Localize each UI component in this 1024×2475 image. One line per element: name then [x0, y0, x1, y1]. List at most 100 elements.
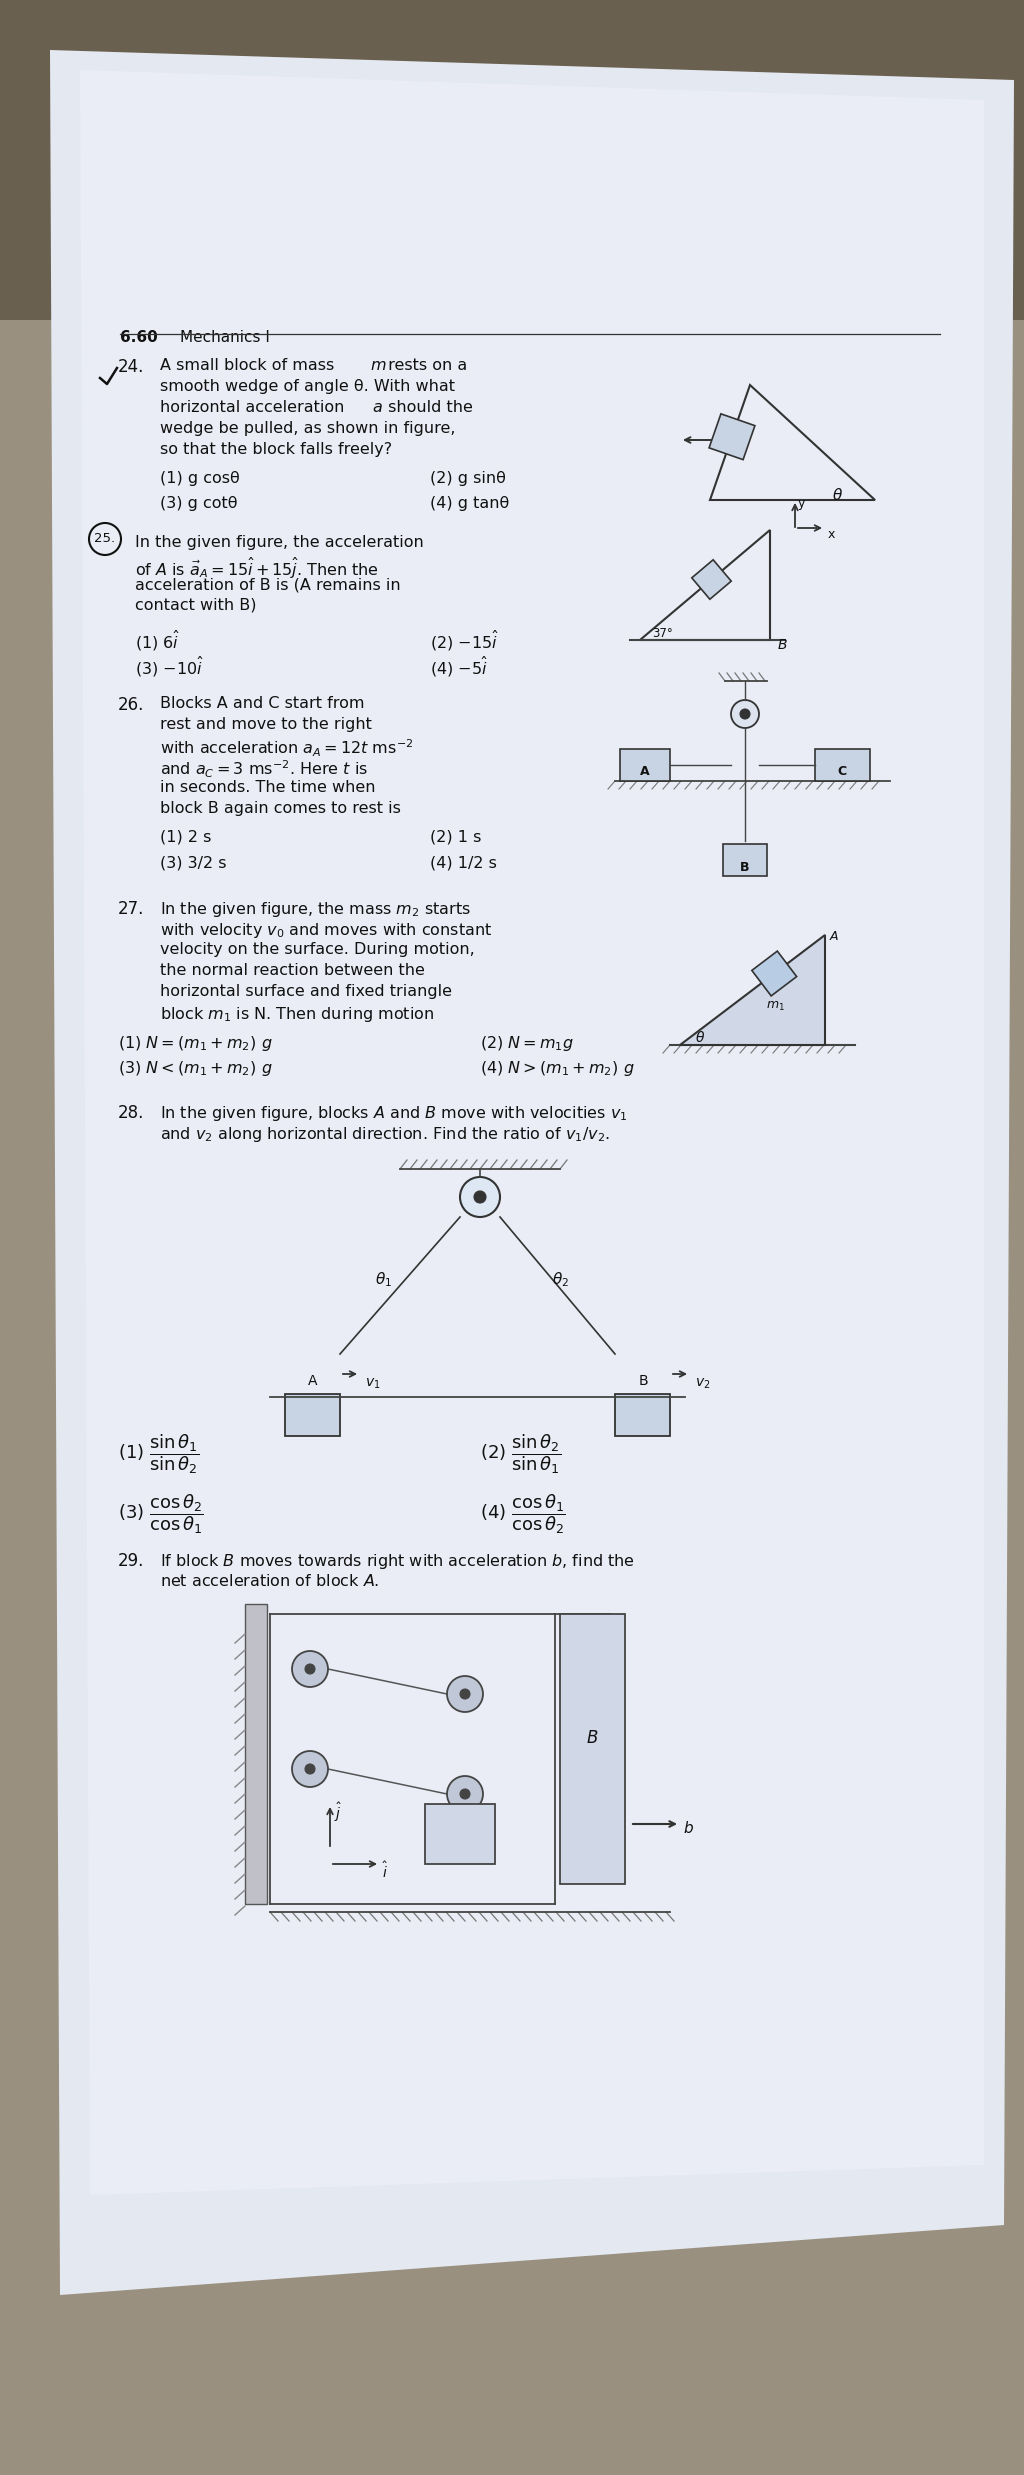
- Text: should the: should the: [383, 401, 473, 416]
- Bar: [0, 0, 1024, 319]
- Text: (4) 1/2 s: (4) 1/2 s: [430, 854, 497, 871]
- Text: $m_1$: $m_1$: [766, 1000, 784, 1012]
- Text: and $v_2$ along horizontal direction. Find the ratio of $v_1/v_2$.: and $v_2$ along horizontal direction. Fi…: [160, 1126, 610, 1143]
- Text: of $A$ is $\vec{a}_A = 15\hat{i}+15\hat{j}$. Then the: of $A$ is $\vec{a}_A = 15\hat{i}+15\hat{…: [135, 557, 379, 582]
- Text: $\theta_2$: $\theta_2$: [552, 1270, 569, 1289]
- Text: 6.60: 6.60: [120, 329, 158, 344]
- Text: (4) $\dfrac{\cos\theta_1}{\cos\theta_2}$: (4) $\dfrac{\cos\theta_1}{\cos\theta_2}$: [480, 1492, 566, 1534]
- Text: horizontal acceleration: horizontal acceleration: [160, 401, 349, 416]
- Text: 24.: 24.: [118, 359, 144, 376]
- Text: (3) $-10\hat{i}$: (3) $-10\hat{i}$: [135, 656, 204, 678]
- Text: $\hat{j}$: $\hat{j}$: [334, 1802, 342, 1824]
- Text: (3) $N < (m_1 + m_2)\ g$: (3) $N < (m_1 + m_2)\ g$: [118, 1059, 272, 1079]
- Text: A: A: [830, 931, 839, 943]
- Bar: [615, 1393, 670, 1436]
- Circle shape: [731, 700, 759, 728]
- Polygon shape: [50, 50, 1014, 2294]
- Text: (1) g cosθ: (1) g cosθ: [160, 470, 240, 485]
- Text: A: A: [640, 765, 650, 777]
- Circle shape: [305, 1663, 315, 1673]
- Text: (1) $N = (m_1 + m_2)\ g$: (1) $N = (m_1 + m_2)\ g$: [118, 1035, 272, 1052]
- Text: a: a: [713, 428, 721, 443]
- Text: net acceleration of block $A$.: net acceleration of block $A$.: [160, 1574, 379, 1589]
- Text: rest and move to the right: rest and move to the right: [160, 718, 372, 733]
- Text: $v_1$: $v_1$: [365, 1376, 381, 1391]
- Text: velocity on the surface. During motion,: velocity on the surface. During motion,: [160, 943, 475, 958]
- Bar: [620, 750, 670, 782]
- Text: with velocity $v_0$ and moves with constant: with velocity $v_0$ and moves with const…: [160, 921, 493, 941]
- Text: 25.: 25.: [94, 532, 116, 544]
- Circle shape: [447, 1676, 483, 1713]
- Text: (3) $\dfrac{\cos\theta_2}{\cos\theta_1}$: (3) $\dfrac{\cos\theta_2}{\cos\theta_1}$: [118, 1492, 204, 1534]
- Text: θ: θ: [696, 1032, 705, 1044]
- Text: a: a: [372, 401, 382, 416]
- Text: B: B: [587, 1730, 598, 1747]
- Text: b: b: [683, 1822, 692, 1836]
- Text: 26.: 26.: [118, 695, 144, 713]
- Text: B: B: [740, 861, 750, 874]
- Text: (3) g cotθ: (3) g cotθ: [160, 495, 238, 510]
- Text: A small block of mass: A small block of mass: [160, 359, 339, 374]
- Polygon shape: [752, 950, 797, 995]
- Polygon shape: [680, 936, 825, 1044]
- Text: (2) $-15\hat{i}$: (2) $-15\hat{i}$: [430, 629, 499, 653]
- Bar: [285, 1393, 340, 1436]
- Text: horizontal surface and fixed triangle: horizontal surface and fixed triangle: [160, 985, 452, 1000]
- Text: $\hat{i}$: $\hat{i}$: [382, 1861, 388, 1881]
- Circle shape: [474, 1190, 486, 1203]
- Text: A: A: [308, 1374, 317, 1388]
- Text: B: B: [778, 639, 787, 651]
- Text: m: m: [724, 428, 736, 441]
- Text: $\theta_1$: $\theta_1$: [375, 1270, 392, 1289]
- Text: 28.: 28.: [118, 1104, 144, 1121]
- Text: Mechanics I: Mechanics I: [180, 329, 270, 344]
- Text: so that the block falls freely?: so that the block falls freely?: [160, 443, 392, 458]
- Text: x: x: [828, 527, 836, 542]
- Circle shape: [292, 1651, 328, 1688]
- Text: (2) g sinθ: (2) g sinθ: [430, 470, 506, 485]
- Text: rests on a: rests on a: [383, 359, 467, 374]
- Text: wedge be pulled, as shown in figure,: wedge be pulled, as shown in figure,: [160, 421, 456, 436]
- Polygon shape: [709, 413, 755, 460]
- Text: (4) g tanθ: (4) g tanθ: [430, 495, 509, 510]
- Text: If block $B$ moves towards right with acceleration $b$, find the: If block $B$ moves towards right with ac…: [160, 1552, 635, 1572]
- Text: 29.: 29.: [118, 1552, 144, 1569]
- Text: (4) $N > (m_1 + m_2)\ g$: (4) $N > (m_1 + m_2)\ g$: [480, 1059, 635, 1079]
- Circle shape: [740, 708, 750, 720]
- Text: $m_2$: $m_2$: [766, 965, 782, 978]
- Text: In the given figure, blocks $A$ and $B$ move with velocities $v_1$: In the given figure, blocks $A$ and $B$ …: [160, 1104, 628, 1124]
- Text: Blocks A and C start from: Blocks A and C start from: [160, 695, 365, 710]
- Bar: [723, 844, 767, 876]
- Text: and $a_C = 3$ ms$^{-2}$. Here $t$ is: and $a_C = 3$ ms$^{-2}$. Here $t$ is: [160, 760, 368, 780]
- Text: B: B: [638, 1374, 648, 1388]
- Text: smooth wedge of angle θ. With what: smooth wedge of angle θ. With what: [160, 379, 455, 394]
- Text: acceleration of B is (A remains in: acceleration of B is (A remains in: [135, 577, 400, 592]
- Bar: [425, 1804, 495, 1864]
- Text: contact with B): contact with B): [135, 599, 256, 614]
- Text: (3) 3/2 s: (3) 3/2 s: [160, 854, 226, 871]
- Text: (2) $N = m_1 g$: (2) $N = m_1 g$: [480, 1035, 574, 1052]
- Text: 27.: 27.: [118, 901, 144, 918]
- Bar: [560, 1614, 625, 1883]
- Text: y: y: [798, 497, 805, 510]
- Text: the normal reaction between the: the normal reaction between the: [160, 963, 425, 978]
- Polygon shape: [692, 559, 731, 599]
- Circle shape: [460, 1688, 470, 1698]
- Circle shape: [447, 1777, 483, 1812]
- Text: with acceleration $a_A = 12t$ ms$^{-2}$: with acceleration $a_A = 12t$ ms$^{-2}$: [160, 738, 414, 760]
- Text: (2) $\dfrac{\sin\theta_2}{\sin\theta_1}$: (2) $\dfrac{\sin\theta_2}{\sin\theta_1}$: [480, 1433, 561, 1475]
- Text: (1) $6\hat{i}$: (1) $6\hat{i}$: [135, 629, 180, 653]
- Text: in seconds. The time when: in seconds. The time when: [160, 780, 376, 794]
- Circle shape: [460, 1178, 500, 1218]
- Text: In the given figure, the acceleration: In the given figure, the acceleration: [135, 535, 424, 549]
- Text: $v_2$: $v_2$: [695, 1376, 711, 1391]
- Text: θ: θ: [833, 488, 843, 502]
- Text: (1) 2 s: (1) 2 s: [160, 829, 211, 844]
- Text: m: m: [370, 359, 386, 374]
- Text: (1) $\dfrac{\sin\theta_1}{\sin\theta_2}$: (1) $\dfrac{\sin\theta_1}{\sin\theta_2}$: [118, 1433, 200, 1475]
- Bar: [815, 750, 870, 782]
- Text: 37°: 37°: [652, 626, 673, 641]
- Text: A: A: [708, 572, 716, 582]
- Text: C: C: [838, 765, 847, 777]
- Text: In the given figure, the mass $m_2$ starts: In the given figure, the mass $m_2$ star…: [160, 901, 471, 918]
